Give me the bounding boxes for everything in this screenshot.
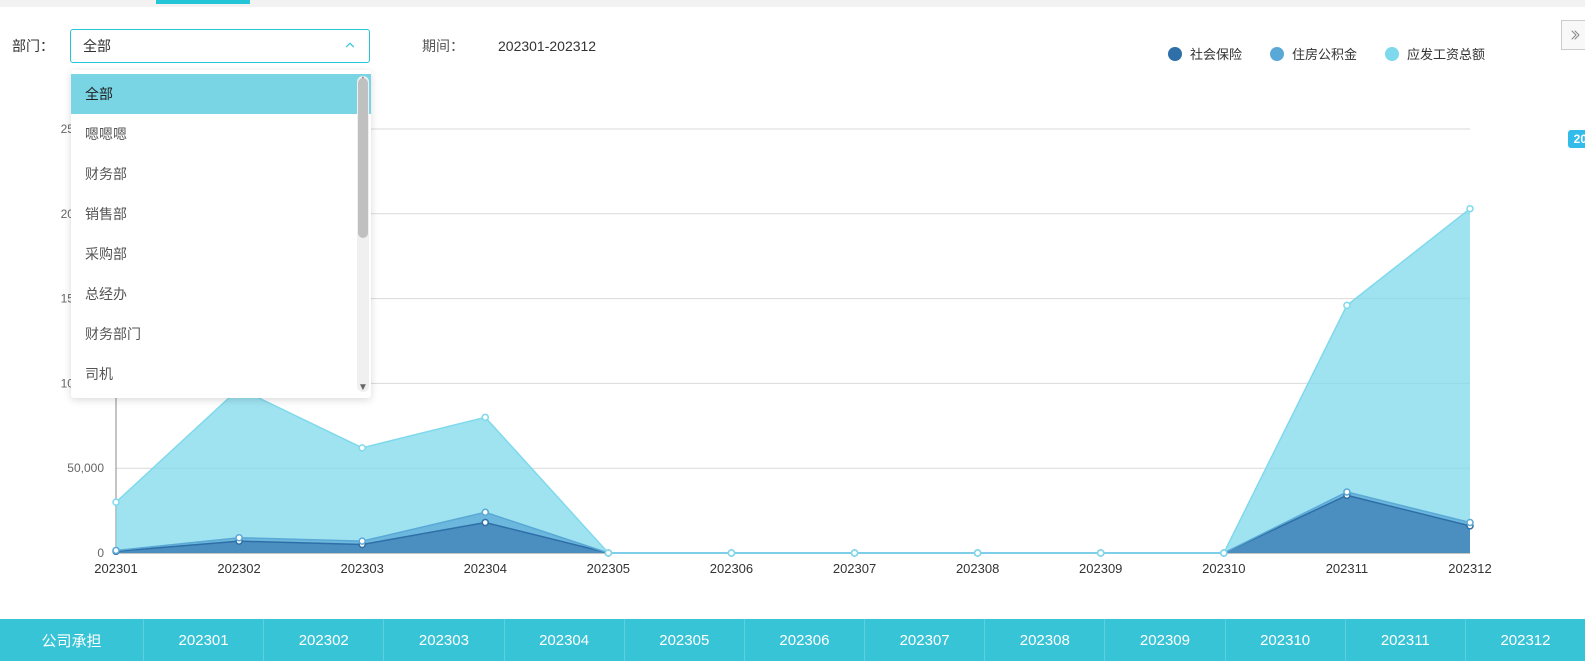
legend-label: 应发工资总额 — [1407, 44, 1485, 63]
svg-text:202310: 202310 — [1202, 561, 1245, 576]
dropdown-option[interactable]: 司机 — [71, 354, 371, 394]
svg-text:202303: 202303 — [340, 561, 383, 576]
table-header-cell: 202301 — [144, 619, 264, 661]
table-header-cell: 202307 — [865, 619, 985, 661]
chevron-up-icon — [343, 38, 357, 55]
table-header-cell: 202305 — [625, 619, 745, 661]
legend-swatch — [1385, 47, 1399, 61]
svg-text:202304: 202304 — [464, 561, 507, 576]
table-header-cell: 202310 — [1226, 619, 1346, 661]
table-header-cell: 202302 — [264, 619, 384, 661]
svg-text:202308: 202308 — [956, 561, 999, 576]
scrollbar-thumb[interactable] — [358, 78, 368, 238]
svg-text:0: 0 — [97, 546, 104, 560]
svg-text:202306: 202306 — [710, 561, 753, 576]
department-select-value: 全部 — [83, 36, 343, 56]
table-header-cell: 202303 — [384, 619, 504, 661]
svg-text:202312: 202312 — [1448, 561, 1491, 576]
svg-text:202307: 202307 — [833, 561, 876, 576]
svg-text:202301: 202301 — [94, 561, 137, 576]
legend-swatch — [1168, 47, 1182, 61]
period-value: 202301-202312 — [498, 38, 596, 54]
legend-item[interactable]: 住房公积金 — [1270, 44, 1357, 63]
dropdown-option[interactable]: 嗯嗯嗯 — [71, 114, 371, 154]
department-select[interactable]: 全部 全部 嗯嗯嗯 财务部 销售部 采购部 总经办 财务部门 司机 ▲ ▼ — [70, 29, 370, 63]
table-header-cell: 202306 — [745, 619, 865, 661]
dropdown-option[interactable]: 总经办 — [71, 274, 371, 314]
department-label: 部门： — [12, 36, 54, 56]
period-label: 期间： — [422, 36, 464, 56]
legend-label: 社会保险 — [1190, 44, 1242, 63]
svg-text:50,000: 50,000 — [67, 461, 104, 475]
table-header-cell: 202311 — [1346, 619, 1466, 661]
svg-text:202305: 202305 — [587, 561, 630, 576]
table-header-first: 公司承担 — [0, 619, 144, 661]
collapse-panel-button[interactable] — [1561, 20, 1585, 50]
svg-text:202302: 202302 — [217, 561, 260, 576]
scroll-down-icon[interactable]: ▼ — [357, 382, 369, 394]
svg-text:202311: 202311 — [1326, 561, 1368, 576]
active-tab-indicator — [156, 0, 250, 4]
dropdown-option[interactable]: 全部 — [71, 74, 371, 114]
table-header-row: 公司承担202301202302202303202304202305202306… — [0, 619, 1585, 661]
table-header-cell: 202308 — [985, 619, 1105, 661]
table-header-cell: 202304 — [505, 619, 625, 661]
department-dropdown: 全部 嗯嗯嗯 财务部 销售部 采购部 总经办 财务部门 司机 ▲ ▼ — [71, 70, 371, 398]
legend-item[interactable]: 应发工资总额 — [1385, 44, 1485, 63]
table-header-cell: 202309 — [1105, 619, 1225, 661]
chart-legend: 社会保险 住房公积金 应发工资总额 — [1168, 44, 1485, 63]
header-strip — [0, 0, 1585, 7]
legend-swatch — [1270, 47, 1284, 61]
table-header-cell: 202312 — [1466, 619, 1585, 661]
svg-text:202309: 202309 — [1079, 561, 1122, 576]
dropdown-scrollbar[interactable]: ▲ ▼ — [357, 76, 369, 392]
dropdown-option[interactable]: 财务部门 — [71, 314, 371, 354]
legend-item[interactable]: 社会保险 — [1168, 44, 1242, 63]
legend-label: 住房公积金 — [1292, 44, 1357, 63]
dropdown-option[interactable]: 财务部 — [71, 154, 371, 194]
dropdown-option[interactable]: 销售部 — [71, 194, 371, 234]
dropdown-option[interactable]: 采购部 — [71, 234, 371, 274]
